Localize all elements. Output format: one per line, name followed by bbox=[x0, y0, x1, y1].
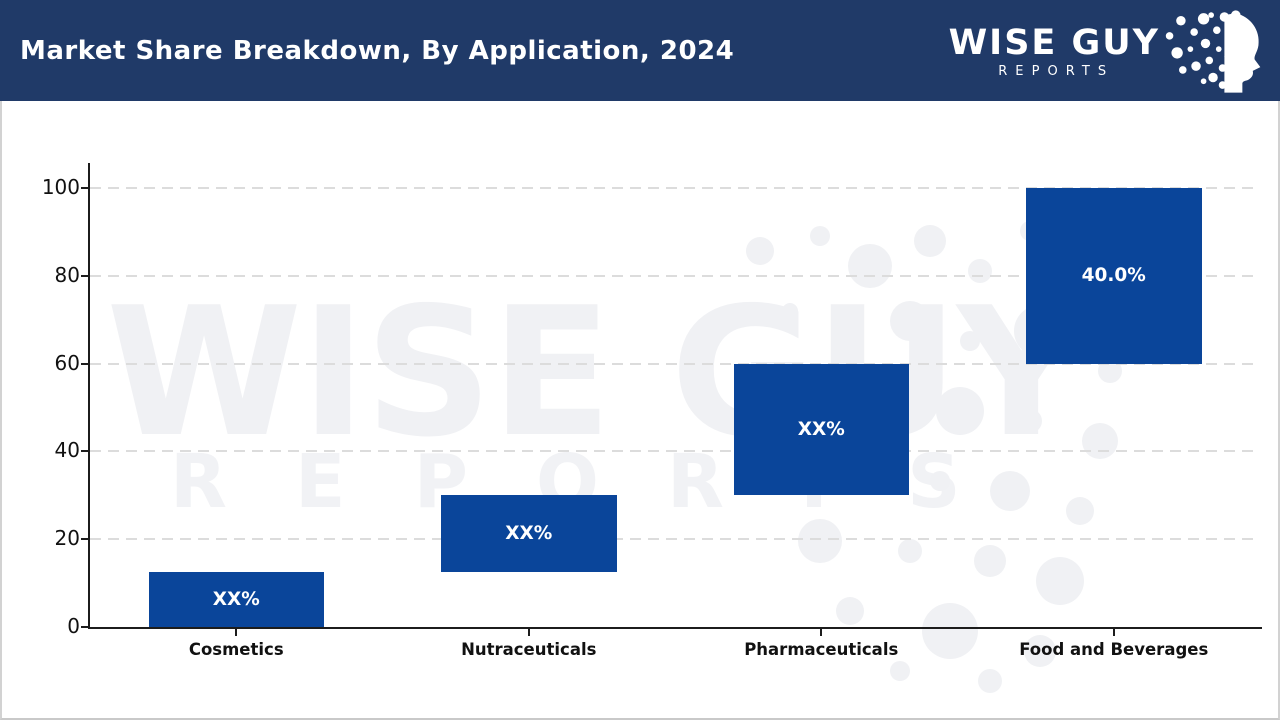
logo-subtitle: REPORTS bbox=[998, 63, 1115, 79]
chart-title: Market Share Breakdown, By Application, … bbox=[20, 35, 735, 66]
x-axis-spine bbox=[88, 627, 1262, 629]
bar-value-label: 40.0% bbox=[1081, 265, 1146, 287]
x-axis-tick-mark bbox=[527, 629, 530, 636]
y-axis-tick-label: 100 bbox=[41, 175, 80, 199]
header: Market Share Breakdown, By Application, … bbox=[0, 0, 1280, 101]
gridline-40 bbox=[90, 450, 1260, 453]
logo-wordmark: WISE GUY bbox=[948, 22, 1160, 63]
face-dots-icon bbox=[1165, 10, 1261, 93]
category-label: Food and Beverages bbox=[1019, 640, 1209, 659]
gridline-20 bbox=[90, 538, 1260, 541]
y-axis-tick-mark bbox=[81, 538, 88, 541]
category-label: Nutraceuticals bbox=[461, 640, 597, 659]
bar-value-label: XX% bbox=[797, 418, 845, 440]
gridline-80 bbox=[90, 274, 1260, 277]
y-axis-tick-mark bbox=[81, 626, 88, 628]
y-axis-tick-mark bbox=[81, 274, 88, 277]
bar-segment: XX% bbox=[148, 572, 324, 627]
category-label: Cosmetics bbox=[188, 640, 284, 659]
bar-segment: XX% bbox=[733, 363, 909, 496]
y-axis-tick-label: 80 bbox=[54, 262, 80, 287]
x-axis-tick-mark bbox=[820, 629, 823, 636]
bar-value-label: XX% bbox=[505, 523, 553, 545]
y-axis-tick-mark bbox=[81, 187, 88, 189]
gridline-100 bbox=[90, 187, 1260, 189]
category-label: Pharmaceuticals bbox=[744, 640, 899, 659]
y-axis-tick-label: 60 bbox=[54, 350, 80, 375]
gridline-60 bbox=[90, 362, 1260, 365]
x-axis-tick-mark bbox=[1112, 629, 1115, 636]
y-axis-tick-label: 0 bbox=[67, 614, 80, 638]
logo-text: WISE GUY REPORTS bbox=[949, 24, 1160, 79]
y-axis-tick-mark bbox=[81, 450, 88, 453]
bar-value-label: XX% bbox=[212, 589, 260, 611]
watermark-wordmark: WISE GUY bbox=[106, 269, 1086, 476]
x-axis-tick-mark bbox=[235, 629, 238, 636]
bar-segment: 40.0% bbox=[1026, 188, 1202, 364]
y-axis-tick-label: 40 bbox=[54, 438, 80, 463]
bar-segment: XX% bbox=[441, 495, 617, 573]
chart-area: WISE GUY REPORTS 0 20 40 60 80 100 XX% Cosmetic… bbox=[0, 101, 1280, 720]
y-axis-tick-mark bbox=[81, 362, 88, 365]
y-axis-tick-label: 20 bbox=[54, 526, 80, 551]
y-axis-spine bbox=[88, 163, 90, 629]
wise-guy-reports-logo: WISE GUY REPORTS bbox=[949, 6, 1266, 96]
